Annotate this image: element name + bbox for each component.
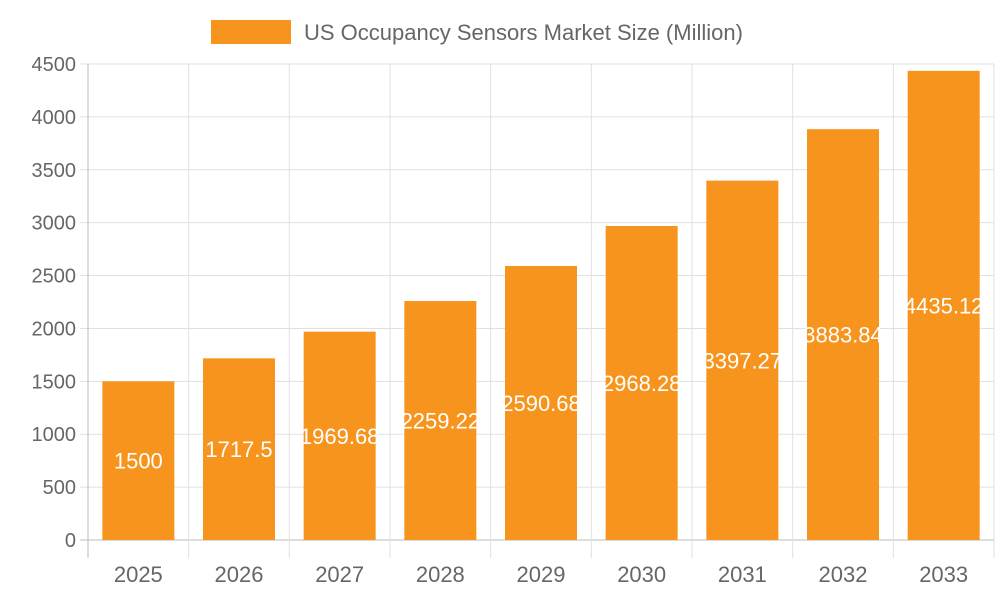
bar [706,180,779,540]
data-label: 1500 [114,449,163,474]
x-tick-label: 2026 [215,562,264,587]
data-label: 4435.12 [904,293,984,318]
x-tick-label: 2029 [517,562,566,587]
bar [203,358,275,540]
data-label: 3883.84 [803,323,883,348]
bar [102,381,175,540]
y-tick-label: 3000 [32,213,77,235]
legend-label: US Occupancy Sensors Market Size (Millio… [304,20,743,45]
x-tick-label: 2025 [114,562,163,587]
y-tick-label: 2500 [32,266,77,288]
y-tick-label: 0 [65,530,76,552]
data-label: 2590.68 [501,391,581,416]
bar [505,265,577,540]
y-tick-label: 4500 [32,54,77,76]
data-label: 1717.5 [205,437,272,462]
y-tick-label: 1500 [32,371,77,393]
y-tick-label: 500 [43,477,76,499]
data-label: 1969.68 [300,424,380,449]
legend-swatch [211,20,291,44]
x-tick-label: 2031 [718,562,767,587]
x-tick-label: 2028 [416,562,465,587]
y-tick-label: 4000 [32,107,77,129]
y-tick-label: 2000 [32,318,77,340]
data-label: 3397.27 [703,348,783,373]
x-tick-label: 2030 [617,562,666,587]
x-tick-label: 2027 [315,562,364,587]
data-label: 2968.28 [602,371,682,396]
y-tick-label: 3500 [32,160,77,182]
y-tick-label: 1000 [32,424,77,446]
bar [303,331,376,540]
bar [605,226,678,540]
x-tick-label: 2032 [819,562,868,587]
bar [404,301,477,540]
bar [907,70,980,541]
bar [807,129,879,541]
x-tick-label: 2033 [919,562,968,587]
data-label: 2259.22 [401,409,481,434]
